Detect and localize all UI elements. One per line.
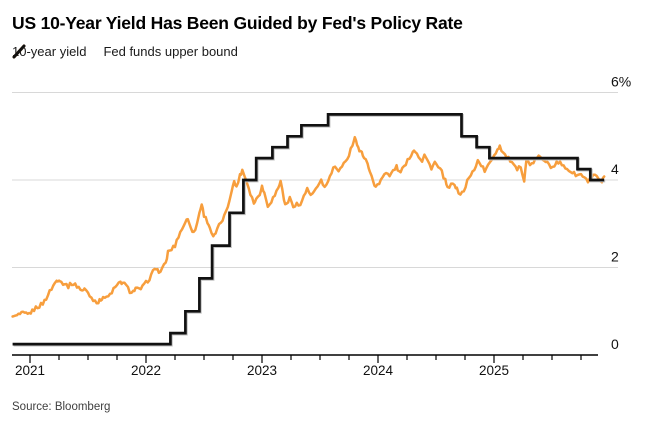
source-note: Source: Bloomberg xyxy=(12,401,111,413)
x-axis-label-2025: 2025 xyxy=(479,363,509,378)
legend-item-fed-funds: Fed funds upper bound xyxy=(12,44,238,59)
x-axis-label-2024: 2024 xyxy=(363,363,394,378)
legend-label: 10-year yield xyxy=(12,44,87,59)
chart-legend: 10-year yield Fed funds upper bound xyxy=(12,44,238,59)
y-axis-label-4: 4 xyxy=(611,161,619,177)
y-axis-label-2: 2 xyxy=(611,249,619,265)
ten-year-yield-line xyxy=(11,135,606,318)
line-chart-plot: 0 2 4 6% 2021 2022 2023 2024 2025 xyxy=(11,74,631,378)
x-axis-label-2022: 2022 xyxy=(131,363,161,378)
x-axis-label-2021: 2021 xyxy=(15,363,45,378)
x-axis-label-2023: 2023 xyxy=(247,363,277,378)
fed-funds-step-line xyxy=(12,113,605,346)
chart-title: US 10-Year Yield Has Been Guided by Fed'… xyxy=(12,13,463,33)
y-axis-label-0: 0 xyxy=(611,336,619,352)
y-axis-label-6%: 6% xyxy=(611,74,631,90)
black-slash-icon xyxy=(12,44,26,59)
legend-label: Fed funds upper bound xyxy=(103,44,238,59)
